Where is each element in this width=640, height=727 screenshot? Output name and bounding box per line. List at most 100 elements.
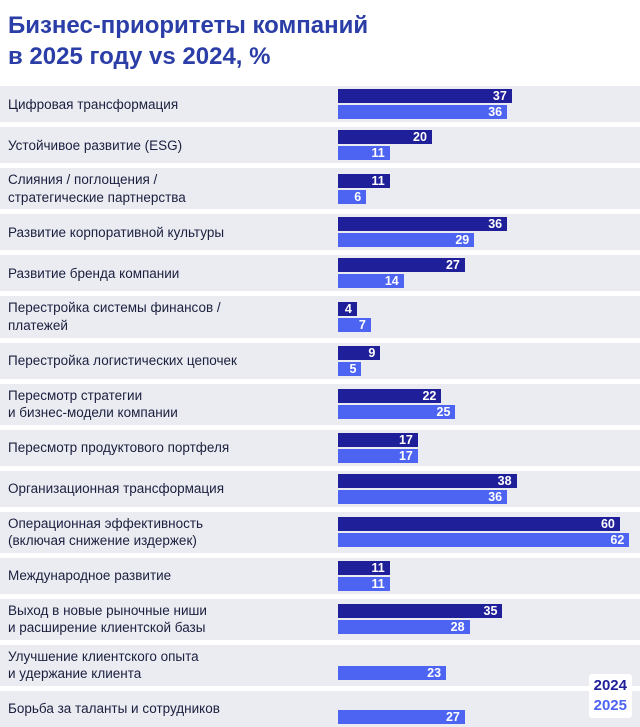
category-label: Организационная трансформация — [8, 480, 338, 498]
category-label: Развитие бренда компании — [8, 265, 338, 283]
bar-2024: 17 — [338, 432, 418, 447]
category-label-line: Выход в новые рыночные ниши — [8, 602, 207, 618]
chart-title-line2: в 2025 году vs 2024, % — [8, 43, 271, 71]
category-label: Пересмотр продуктового портфеля — [8, 439, 338, 457]
category-label-line: Улучшение клиентского опыта — [8, 648, 199, 664]
bar-2025: 25 — [338, 405, 456, 420]
bar-group: 60 62 — [338, 517, 634, 548]
category-label-line: Пересмотр стратегии — [8, 387, 143, 403]
bar-2025: 7 — [338, 318, 371, 333]
bar-2024: 60 — [338, 517, 620, 532]
legend-item-2024: 2024 — [593, 676, 627, 694]
category-label-line: и бизнес-модели компании — [8, 405, 178, 421]
chart-row: Слияния / поглощения / стратегические пар… — [0, 168, 640, 210]
category-label-line: Развитие корпоративной культуры — [8, 224, 225, 240]
bar-group: 36 29 — [338, 217, 634, 248]
category-label: Развитие корпоративной культуры — [8, 224, 338, 242]
bar-2025: 27 — [338, 709, 465, 724]
bar-2024: 35 — [338, 604, 503, 619]
bar-2024: 38 — [338, 473, 517, 488]
bar-group: 23 — [338, 650, 634, 681]
bar-group: 11 6 — [338, 173, 634, 204]
category-label-line: Организационная трансформация — [8, 480, 224, 496]
category-label-line: Устойчивое развитие (ESG) — [8, 137, 183, 153]
chart-row: Международное развитие 11 11 — [0, 557, 640, 594]
bar-value: 5 — [349, 361, 357, 376]
bar-value: 38 — [497, 473, 512, 488]
category-label-line: Операционная эффективность — [8, 515, 204, 531]
bar-group: 38 36 — [338, 473, 634, 504]
category-label-line: Международное развитие — [8, 567, 172, 583]
category-label-line: Слияния / поглощения / — [8, 172, 158, 188]
bar-group: 22 25 — [338, 389, 634, 420]
category-label: Перестройка системы финансов / платежей — [8, 299, 338, 334]
bar-value: 25 — [436, 405, 451, 420]
bar-value: 29 — [455, 233, 470, 248]
category-label-line: Пересмотр продуктового портфеля — [8, 439, 230, 455]
chart-row: Операционная эффективность (включая сниже… — [0, 511, 640, 553]
chart-row: Цифровая трансформация 37 36 — [0, 86, 640, 123]
category-label: Борьба за таланты и сотрудников — [8, 700, 338, 718]
bar-2024: 20 — [338, 130, 432, 145]
category-label-line: и удержание клиента — [8, 666, 142, 682]
bar-value: 17 — [398, 448, 413, 463]
chart-rows: Цифровая трансформация 37 36 Устойчивое раз… — [0, 86, 640, 727]
chart-row: Устойчивое развитие (ESG) 20 11 — [0, 127, 640, 164]
bar-value: 62 — [610, 533, 625, 548]
bar-2025: 36 — [338, 105, 508, 120]
category-label: Выход в новые рыночные ниши и расширение … — [8, 602, 338, 637]
chart-row: Улучшение клиентского опыта и удержание к… — [0, 644, 640, 686]
bar-value: 37 — [492, 89, 507, 104]
category-label: Перестройка логистических цепочек — [8, 352, 338, 370]
bar-2025: 14 — [338, 274, 404, 289]
chart-row: Организационная трансформация 38 36 — [0, 470, 640, 507]
bar-2025: 28 — [338, 620, 470, 635]
category-label-line: стратегические партнерства — [8, 189, 186, 205]
bar-group: 20 11 — [338, 130, 634, 161]
bar-value: 11 — [371, 146, 385, 161]
category-label: Устойчивое развитие (ESG) — [8, 137, 338, 155]
chart-row: Перестройка логистических цепочек 9 5 — [0, 342, 640, 379]
category-label: Пересмотр стратегии и бизнес-модели компа… — [8, 387, 338, 422]
chart-title-line1: Бизнес-приоритеты компаний — [8, 12, 369, 39]
chart-row: Пересмотр стратегии и бизнес-модели компа… — [0, 383, 640, 425]
bar-value: 6 — [354, 189, 362, 204]
bar-value: 35 — [483, 604, 498, 619]
category-label: Улучшение клиентского опыта и удержание к… — [8, 648, 338, 683]
bar-2024: 22 — [338, 389, 442, 404]
bar-2025: 11 — [338, 576, 390, 591]
bar-value: 11 — [371, 576, 385, 591]
category-label-line: Перестройка логистических цепочек — [8, 352, 237, 368]
category-label-line: Перестройка системы финансов / — [8, 300, 221, 316]
bar-value: 11 — [371, 560, 385, 575]
chart-row: Борьба за таланты и сотрудников 27 — [0, 690, 640, 727]
chart-row: Пересмотр продуктового портфеля 17 17 — [0, 429, 640, 466]
bar-2025: 11 — [338, 146, 390, 161]
chart-legend: 2024 2025 — [588, 673, 632, 718]
bar-2024: 27 — [338, 258, 465, 273]
bar-value: 36 — [488, 489, 503, 504]
bar-group: 27 — [338, 694, 634, 724]
bar-value: 20 — [413, 130, 427, 145]
bar-value: 22 — [422, 389, 437, 404]
bar-2025: 62 — [338, 533, 630, 548]
category-label-line: Развитие бренда компании — [8, 265, 180, 281]
bar-value: 7 — [358, 318, 366, 333]
bar-group: 27 14 — [338, 258, 634, 289]
bar-2024: 36 — [338, 217, 508, 232]
bar-value: 17 — [398, 432, 413, 447]
bar-group: 35 28 — [338, 604, 634, 635]
bar-group: 37 36 — [338, 89, 634, 120]
category-label: Международное развитие — [8, 567, 338, 585]
category-label: Операционная эффективность (включая сниже… — [8, 515, 338, 550]
bar-value: 28 — [450, 620, 465, 635]
bar-group: 17 17 — [338, 432, 634, 463]
category-label-line: и расширение клиентской базы — [8, 620, 206, 636]
bar-2024: 4 — [338, 302, 357, 317]
bar-value: 27 — [445, 709, 460, 724]
category-label: Цифровая трансформация — [8, 96, 338, 114]
chart-row: Перестройка системы финансов / платежей 4 7 — [0, 296, 640, 338]
chart-title: Бизнес-приоритеты компаний в 2025 году v… — [0, 0, 640, 72]
